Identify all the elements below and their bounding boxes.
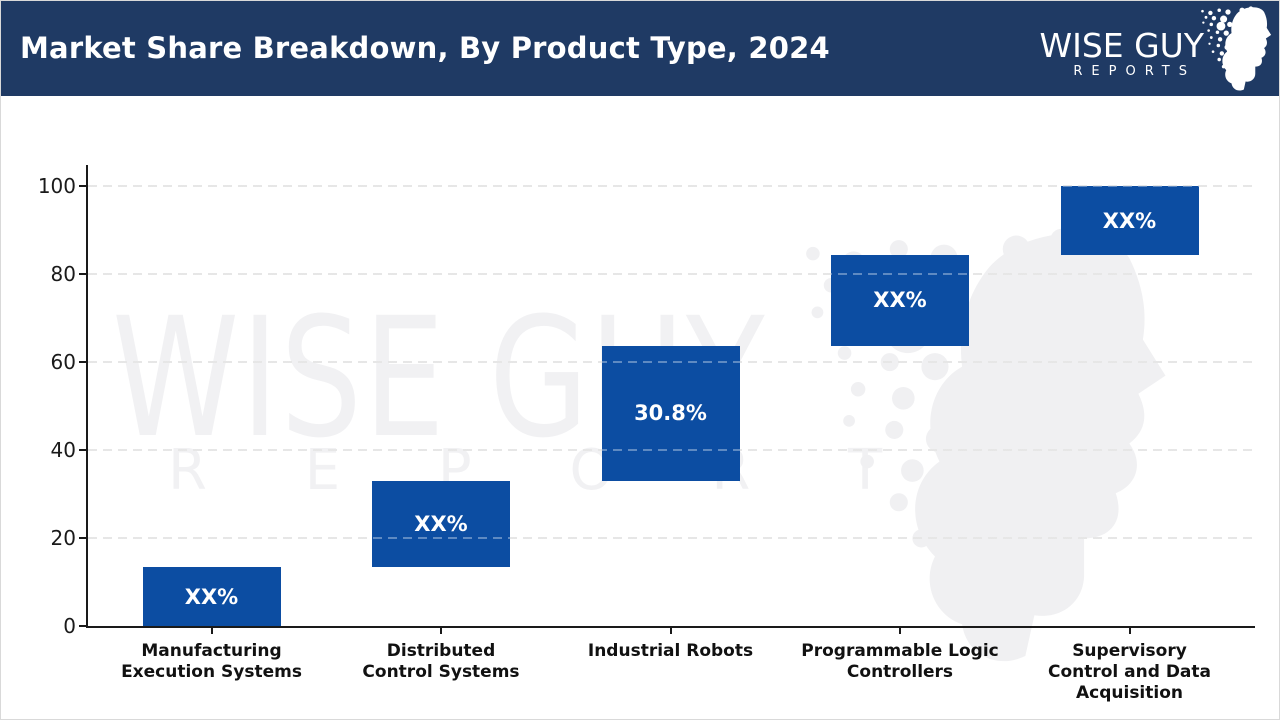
x-tick-mark [899, 628, 901, 634]
y-tick-label: 60 [50, 350, 76, 374]
x-category-label: Distributed Control Systems [362, 641, 520, 682]
bar-value-label: XX% [414, 512, 468, 537]
wiseguy-logo: WISE GUY REPORTS [1006, 0, 1266, 96]
watermark-sub: R E P O R T S [168, 438, 1016, 503]
bar-segment: 30.8% [601, 345, 740, 482]
bar-segment: XX% [142, 567, 281, 626]
x-category-label: Programmable Logic Controllers [801, 641, 999, 682]
y-tick-mark [79, 361, 86, 363]
y-axis-line [86, 165, 88, 628]
page-title: Market Share Breakdown, By Product Type,… [20, 31, 830, 65]
y-tick-mark [79, 625, 86, 627]
y-tick-mark [79, 185, 86, 187]
bar-value-label: 30.8% [634, 401, 707, 426]
y-tick-label: 100 [37, 174, 76, 198]
x-category-label: Industrial Robots [587, 641, 754, 661]
bar-segment: XX% [372, 481, 510, 568]
y-tick-label: 0 [63, 614, 76, 638]
x-tick-mark [210, 628, 213, 634]
bar-segment: XX% [1060, 186, 1199, 256]
x-category-label: Manufacturing Execution Systems [121, 641, 302, 682]
gridline-overlay [88, 449, 1253, 451]
bar-value-label: XX% [184, 584, 239, 609]
x-axis-line [86, 626, 1255, 628]
x-tick-mark [440, 628, 442, 634]
x-tick-mark [1128, 628, 1131, 634]
gridline-overlay [88, 273, 1253, 275]
y-tick-mark [79, 449, 86, 451]
bar-segment: XX% [831, 255, 969, 346]
wiseguy-head-icon [1184, 5, 1272, 93]
gridline-overlay [88, 537, 1253, 539]
y-tick-label: 40 [50, 438, 76, 462]
gridline [88, 185, 1253, 187]
logo-brand-text: WISE GUY [1039, 26, 1204, 65]
gridline-overlay [88, 361, 1253, 363]
bar-value-label: XX% [873, 288, 927, 313]
x-tick-mark [669, 628, 672, 634]
y-tick-label: 20 [50, 526, 76, 550]
x-category-label: Supervisory Control and Data Acquisition [1047, 641, 1212, 703]
logo-sub-text: REPORTS [1073, 64, 1196, 79]
y-tick-label: 80 [50, 262, 76, 286]
bar-value-label: XX% [1102, 208, 1157, 233]
gridline-overlay [88, 185, 1253, 187]
gridline [88, 273, 1253, 275]
gridline [88, 537, 1253, 539]
y-tick-mark [79, 537, 86, 539]
y-tick-mark [79, 273, 86, 275]
header-banner: Market Share Breakdown, By Product Type,… [0, 0, 1280, 96]
